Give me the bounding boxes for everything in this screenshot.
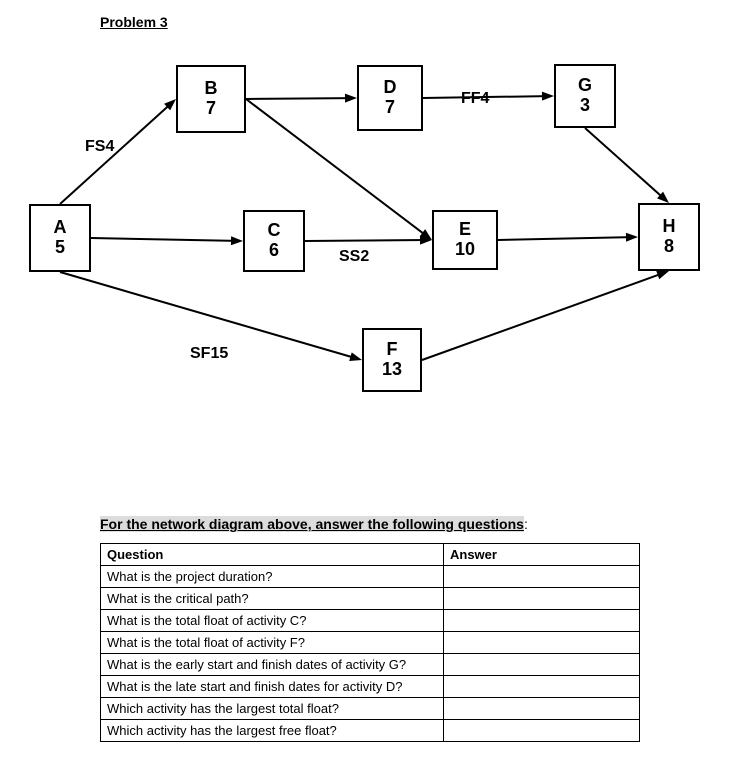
answer-cell — [444, 588, 640, 610]
answer-cell — [444, 610, 640, 632]
answer-cell — [444, 698, 640, 720]
node-duration: 6 — [269, 241, 279, 261]
table-row: Which activity has the largest free floa… — [101, 720, 640, 742]
answer-cell — [444, 676, 640, 698]
table-row: What is the total float of activity C? — [101, 610, 640, 632]
node-duration: 13 — [382, 360, 402, 380]
table-row: What is the project duration? — [101, 566, 640, 588]
node-duration: 8 — [664, 237, 674, 257]
table-row: What is the early start and finish dates… — [101, 654, 640, 676]
node-b: B7 — [176, 65, 246, 133]
table-row: What is the critical path? — [101, 588, 640, 610]
answer-cell — [444, 720, 640, 742]
node-label: H — [663, 217, 676, 237]
edge-label-ss2: SS2 — [339, 248, 369, 266]
edge-label-ff4: FF4 — [461, 90, 489, 108]
table-header-row: Question Answer — [101, 544, 640, 566]
node-d: D7 — [357, 65, 423, 131]
col-answer: Answer — [444, 544, 640, 566]
col-question: Question — [101, 544, 444, 566]
subtitle-colon: : — [524, 516, 528, 532]
node-label: A — [54, 218, 67, 238]
node-label: D — [384, 78, 397, 98]
question-cell: What is the total float of activity F? — [101, 632, 444, 654]
node-f: F13 — [362, 328, 422, 392]
question-cell: What is the project duration? — [101, 566, 444, 588]
question-cell: Which activity has the largest total flo… — [101, 698, 444, 720]
node-label: E — [459, 220, 471, 240]
node-e: E10 — [432, 210, 498, 270]
answer-cell — [444, 654, 640, 676]
answer-cell — [444, 632, 640, 654]
node-duration: 10 — [455, 240, 475, 260]
question-cell: What is the early start and finish dates… — [101, 654, 444, 676]
node-g: G3 — [554, 64, 616, 128]
node-duration: 7 — [385, 98, 395, 118]
table-row: Which activity has the largest total flo… — [101, 698, 640, 720]
table-row: What is the late start and finish dates … — [101, 676, 640, 698]
question-cell: Which activity has the largest free floa… — [101, 720, 444, 742]
node-c: C6 — [243, 210, 305, 272]
question-cell: What is the late start and finish dates … — [101, 676, 444, 698]
node-duration: 7 — [206, 99, 216, 119]
node-duration: 5 — [55, 238, 65, 258]
table-row: What is the total float of activity F? — [101, 632, 640, 654]
node-label: B — [205, 79, 218, 99]
node-h: H8 — [638, 203, 700, 271]
question-cell: What is the critical path? — [101, 588, 444, 610]
node-label: G — [578, 76, 592, 96]
question-cell: What is the total float of activity C? — [101, 610, 444, 632]
subtitle-underline: For the network diagram above, answer th… — [100, 516, 524, 532]
node-label: C — [268, 221, 281, 241]
questions-table: Question Answer What is the project dura… — [100, 543, 640, 742]
questions-subtitle: For the network diagram above, answer th… — [100, 516, 528, 532]
edge-label-sf15: SF15 — [190, 345, 228, 363]
answer-cell — [444, 566, 640, 588]
node-a: A5 — [29, 204, 91, 272]
edge-label-fs4: FS4 — [85, 138, 114, 156]
node-label: F — [387, 340, 398, 360]
problem-title: Problem 3 — [100, 14, 168, 30]
node-duration: 3 — [580, 96, 590, 116]
page: Problem 3 A5B7C6D7E10F13G3H8 FS4FF4SS2SF… — [0, 0, 739, 768]
